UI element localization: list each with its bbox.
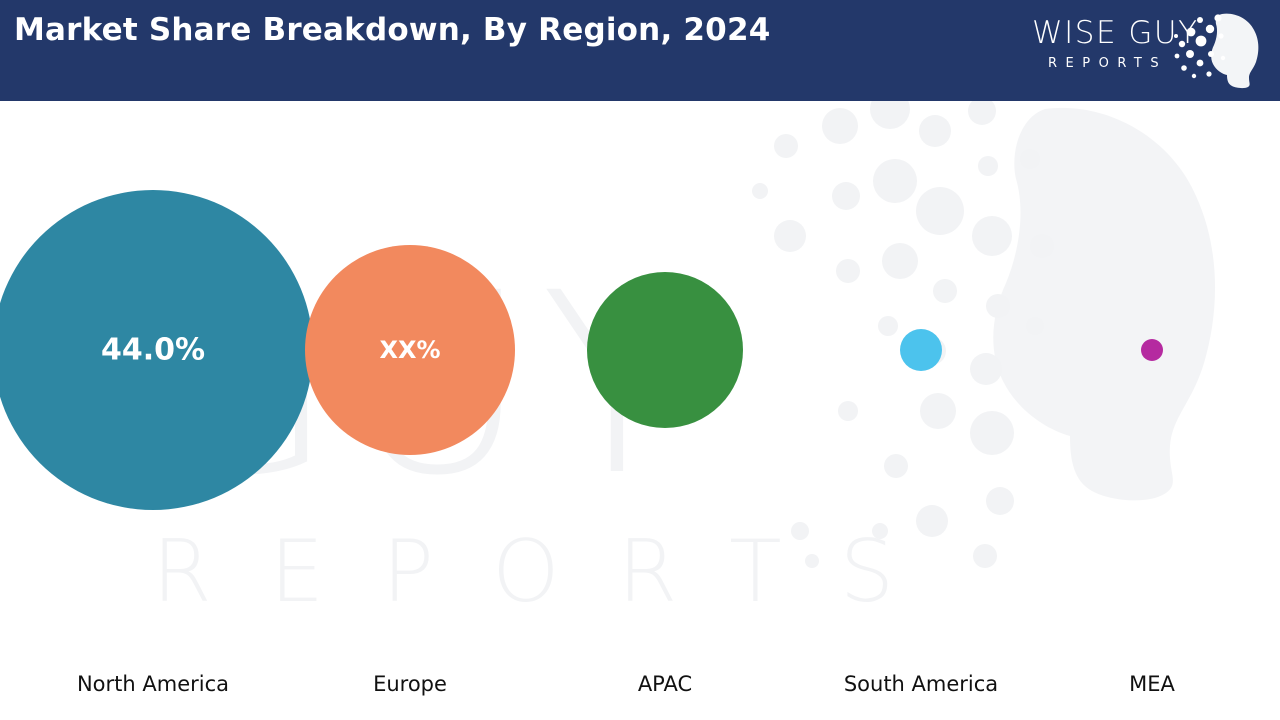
brand-logo: WISE GUY REPORTS (1030, 8, 1262, 92)
axis-label-mea: MEA (1129, 672, 1175, 696)
logo-wordmark: WISE GUY (1032, 15, 1199, 51)
dotted-head-silhouette-icon (1174, 13, 1259, 89)
axis-label-south-america: South America (843, 672, 999, 696)
header-bar: Market Share Breakdown, By Region, 2024 … (0, 0, 1280, 101)
axis-label-apac: APAC (637, 672, 693, 696)
bubble-north-america[interactable] (0, 190, 313, 510)
bubble-south-america[interactable] (900, 329, 942, 371)
bubble-apac[interactable] (587, 272, 743, 428)
logo-subword: REPORTS (1048, 56, 1168, 71)
bubble-value-europe: XX% (379, 336, 441, 364)
axis-label-north-america: North America (76, 672, 230, 696)
page-title: Market Share Breakdown, By Region, 2024 (14, 12, 771, 48)
bubble-mea[interactable] (1141, 339, 1163, 361)
bubble-series (0, 190, 1163, 510)
bubble-europe[interactable] (305, 245, 515, 455)
bubble-value-north-america: 44.0% (100, 332, 206, 368)
axis-label-europe: Europe (373, 672, 447, 696)
chart-canvas: GUY REPORTS (0, 101, 1280, 720)
